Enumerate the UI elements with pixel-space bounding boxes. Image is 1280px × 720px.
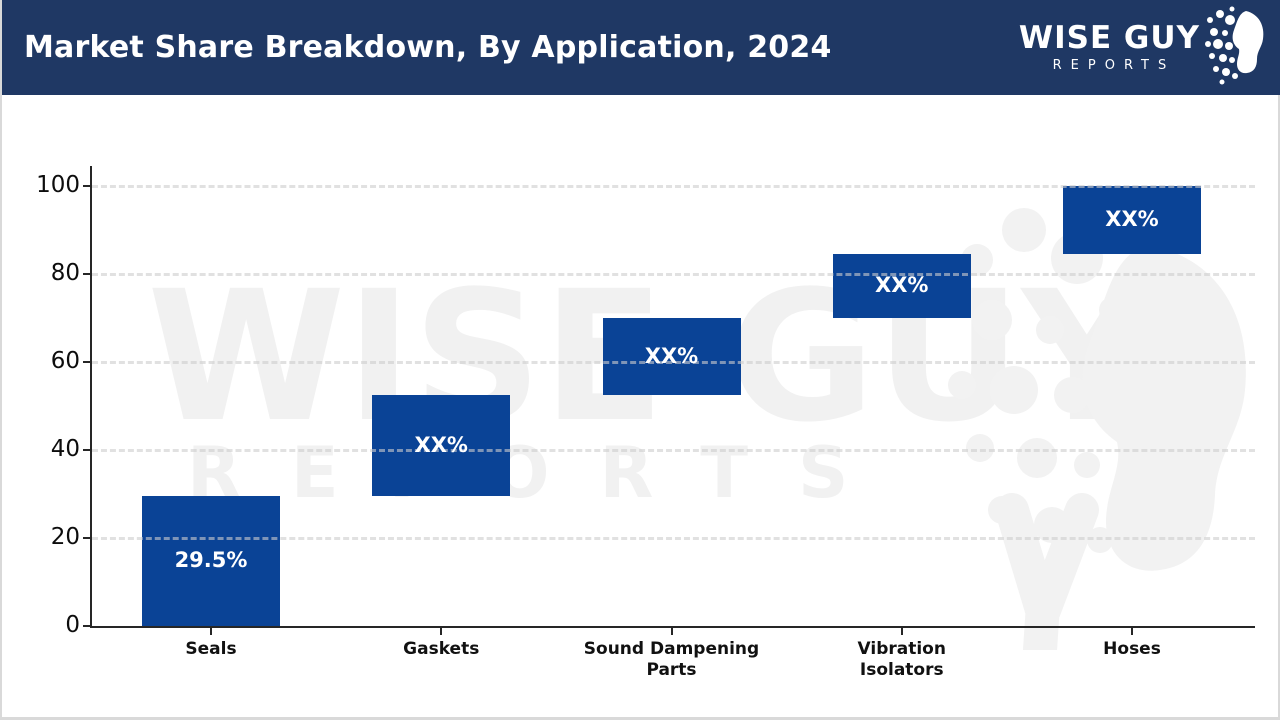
bar-sound-dampening [602,318,741,395]
y-axis-tick [83,185,91,187]
y-axis-tick-label: 80 [50,260,80,286]
bar-gaskets [372,395,511,497]
bar-value-label: XX% [875,273,929,298]
y-axis-tick [83,361,91,363]
x-axis-tick [440,627,443,635]
y-axis-tick-label: 20 [50,524,80,550]
header-bar: Market Share Breakdown, By Application, … [2,0,1280,95]
bar-value-label: XX% [1105,207,1159,232]
logo-reports-text: REPORTS [1052,57,1176,73]
y-axis-tick-label: 40 [50,436,80,462]
x-axis-tick [670,627,673,635]
bar-value-label: 29.5% [174,548,248,573]
y-axis-tick [83,273,91,275]
x-axis-category-label: Gaskets [403,639,480,659]
bar-value-label: XX% [414,432,468,457]
x-axis-category-label: Sound Dampening Parts [583,639,760,681]
y-axis-tick [83,625,91,627]
page-title: Market Share Breakdown, By Application, … [24,30,832,65]
x-axis-tick [210,627,212,635]
y-axis-tick-label: 0 [65,612,80,638]
y-axis-line [90,166,92,628]
x-axis-category-label: Vibration Isolators [857,639,946,681]
bar-seals [142,496,280,626]
y-axis-tick [83,449,91,451]
x-axis-line [90,626,1255,628]
logo-wordmark: WISE GUY REPORTS [1018,19,1200,73]
gridline-60 [92,361,1255,364]
y-axis-tick [83,537,91,539]
x-axis-tick [900,627,903,635]
gridline-20 [92,537,1255,540]
dotted-head-icon [1205,6,1264,84]
gridline-40 [92,449,1255,452]
bar-vibration [832,254,971,318]
logo-wise-guy-text: WISE GUY [1018,19,1200,56]
gridline-80 [92,273,1255,276]
y-axis-tick-label: 60 [50,348,80,374]
x-axis-category-label: Seals [185,639,237,659]
gridline-100 [92,185,1255,188]
bar-value-label: XX% [644,343,699,368]
x-axis-tick [1131,627,1133,635]
y-axis-tick-label: 100 [36,172,80,198]
wise-guy-reports-logo: WISE GUY REPORTS [1019,6,1268,90]
x-axis-category-label: Hoses [1103,639,1161,659]
